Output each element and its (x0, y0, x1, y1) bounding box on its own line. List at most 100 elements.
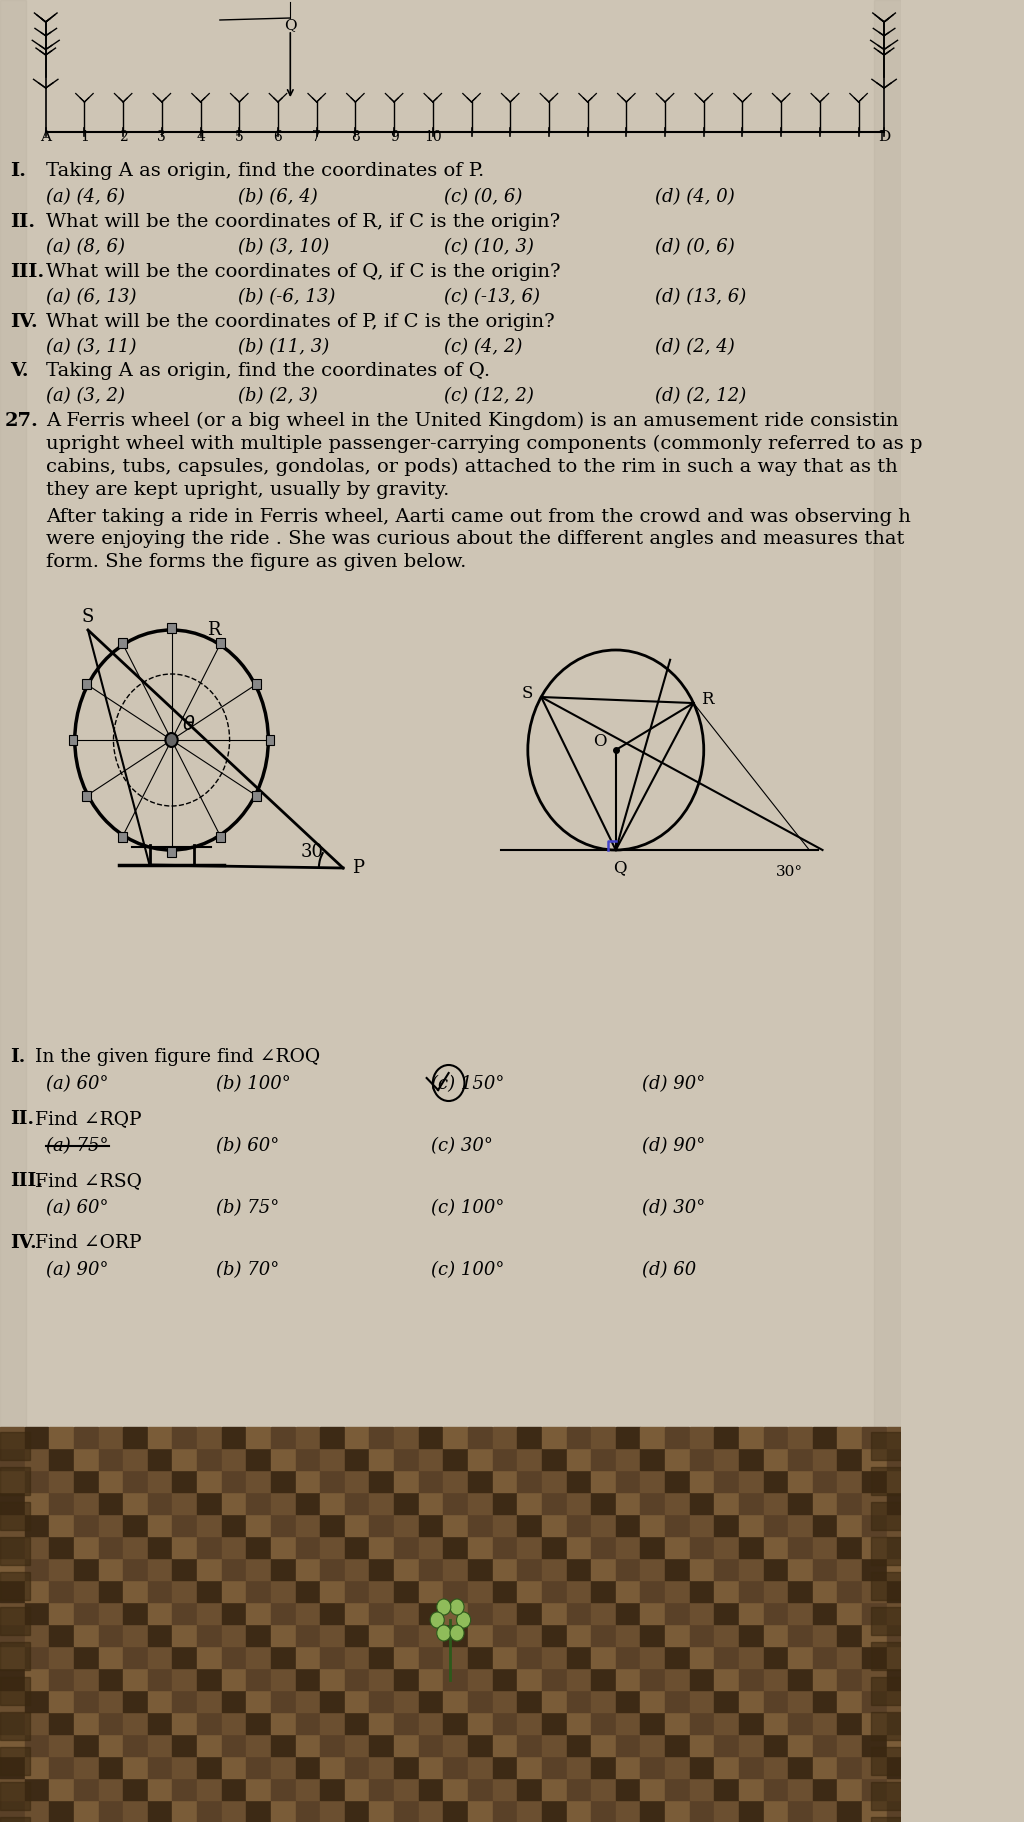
Bar (25, 1669, 48, 1691)
Bar (615, 1538, 640, 1558)
Bar (813, 1470, 837, 1492)
Text: (d) (2, 4): (d) (2, 4) (655, 339, 735, 355)
Text: were enjoying the ride . She was curious about the different angles and measures: were enjoying the ride . She was curious… (46, 530, 904, 548)
Bar (739, 1603, 763, 1623)
Bar (862, 1735, 886, 1756)
Bar (493, 1625, 516, 1645)
Bar (197, 1647, 221, 1667)
Text: (c) 100°: (c) 100° (431, 1261, 505, 1279)
Bar (591, 1492, 614, 1514)
Text: (d) 30°: (d) 30° (642, 1199, 706, 1217)
Bar (443, 1516, 467, 1536)
Text: V.: V. (10, 363, 29, 381)
Circle shape (450, 1625, 464, 1642)
Bar (566, 1603, 590, 1623)
Bar (838, 1538, 861, 1558)
Bar (517, 1713, 541, 1735)
Bar (98, 1560, 122, 1580)
Bar (98, 1778, 122, 1800)
Bar (0, 1735, 24, 1756)
Bar (615, 1448, 640, 1470)
Bar (123, 1538, 146, 1558)
Bar (517, 1625, 541, 1645)
Bar (813, 1669, 837, 1691)
Bar (147, 1470, 172, 1492)
Text: cabins, tubs, capsules, gondolas, or pods) attached to the rim in such a way tha: cabins, tubs, capsules, gondolas, or pod… (46, 457, 897, 476)
Bar (542, 1560, 565, 1580)
Bar (517, 1538, 541, 1558)
Bar (443, 1625, 467, 1645)
Bar (870, 1572, 901, 1600)
Bar (147, 1516, 172, 1536)
Bar (517, 1516, 541, 1536)
Bar (296, 1448, 319, 1470)
Bar (566, 1581, 590, 1602)
Bar (517, 1448, 541, 1470)
Bar (123, 1735, 146, 1756)
Bar (665, 1647, 689, 1667)
Text: Taking A as origin, find the coordinates of Q.: Taking A as origin, find the coordinates… (46, 363, 489, 381)
Bar (517, 1669, 541, 1691)
Bar (394, 1427, 418, 1448)
Bar (0, 1448, 24, 1470)
Bar (838, 1800, 861, 1822)
Bar (665, 1691, 689, 1713)
Bar (493, 1470, 516, 1492)
Text: (a) (4, 6): (a) (4, 6) (46, 188, 125, 206)
Bar (887, 1470, 910, 1492)
Bar (49, 1735, 73, 1756)
Bar (443, 1756, 467, 1778)
Bar (419, 1625, 442, 1645)
Bar (271, 1538, 295, 1558)
Bar (394, 1691, 418, 1713)
Bar (49, 1691, 73, 1713)
Bar (147, 1538, 172, 1558)
Bar (788, 1538, 812, 1558)
FancyBboxPatch shape (69, 734, 78, 745)
Bar (49, 1448, 73, 1470)
Bar (25, 1427, 48, 1448)
Bar (665, 1756, 689, 1778)
Bar (345, 1603, 369, 1623)
Text: Q: Q (613, 860, 627, 876)
Text: II.: II. (10, 1110, 35, 1128)
Bar (690, 1625, 714, 1645)
Bar (0, 1817, 30, 1822)
Bar (739, 1713, 763, 1735)
Bar (247, 1560, 270, 1580)
Bar (862, 1778, 886, 1800)
Bar (640, 1647, 665, 1667)
Bar (838, 1778, 861, 1800)
Bar (862, 1647, 886, 1667)
Bar (147, 1778, 172, 1800)
Bar (665, 1492, 689, 1514)
Bar (345, 1691, 369, 1713)
Bar (123, 1516, 146, 1536)
Bar (394, 1538, 418, 1558)
Bar (49, 1492, 73, 1514)
Bar (394, 1778, 418, 1800)
Bar (665, 1560, 689, 1580)
Bar (74, 1427, 97, 1448)
Bar (591, 1516, 614, 1536)
Bar (123, 1647, 146, 1667)
Bar (419, 1448, 442, 1470)
Text: (c) (0, 6): (c) (0, 6) (444, 188, 522, 206)
Bar (221, 1669, 246, 1691)
Bar (517, 1647, 541, 1667)
Text: III.: III. (10, 1172, 43, 1190)
Bar (172, 1470, 197, 1492)
Bar (591, 1470, 614, 1492)
Bar (615, 1625, 640, 1645)
Bar (321, 1492, 344, 1514)
Bar (870, 1782, 901, 1809)
Bar (690, 1448, 714, 1470)
Bar (345, 1756, 369, 1778)
Bar (764, 1625, 787, 1645)
Bar (813, 1448, 837, 1470)
Bar (197, 1800, 221, 1822)
Bar (0, 0, 901, 1430)
Bar (172, 1735, 197, 1756)
Bar (566, 1625, 590, 1645)
Bar (49, 1756, 73, 1778)
